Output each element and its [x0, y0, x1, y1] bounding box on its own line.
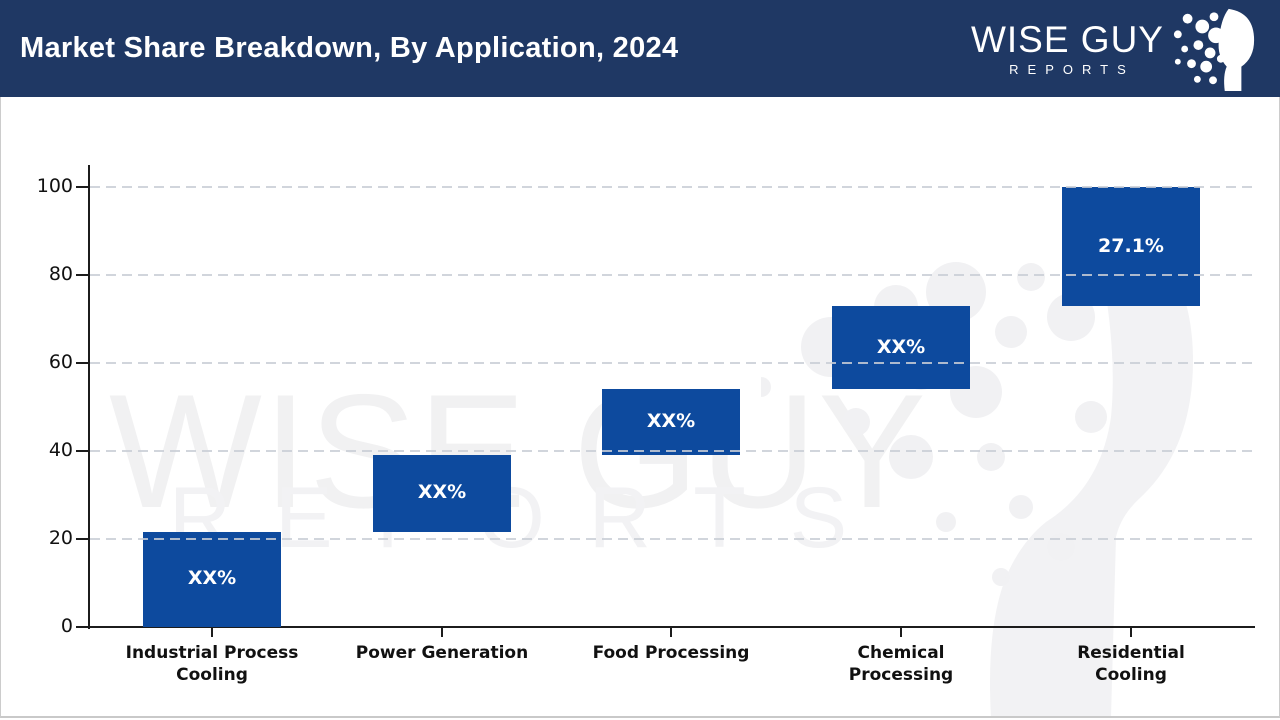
bar-power-generation [373, 454, 511, 532]
y-tick-label: 0 [60, 615, 73, 637]
gridline-80 [90, 274, 1255, 276]
gridline-20 [90, 538, 1255, 540]
bar-value-label-industrial-process-cooling: XX% [187, 567, 237, 590]
x-tick-mark [670, 628, 672, 637]
bar-value-label-chemical-processing: XX% [876, 335, 926, 358]
x-tick-label-chemical-processing: Chemical Processing [848, 643, 954, 686]
chart-area: WISE GUY REPORTS 0 20 40 60 80 100 XX% Industri… [0, 97, 1280, 718]
bar-value-label-power-generation: XX% [417, 481, 467, 504]
y-axis [88, 165, 90, 629]
x-tick-mark [441, 628, 443, 637]
bar-residential-cooling [1062, 187, 1200, 307]
y-tick-label: 100 [36, 175, 73, 197]
bar-industrial-process-cooling [143, 531, 281, 627]
y-tick-label: 40 [48, 439, 73, 461]
bar-food-processing [602, 388, 740, 455]
logo-text: WISE GUY REPORTS [971, 21, 1164, 76]
gridline-100 [90, 186, 1255, 188]
y-tick-mark [76, 538, 88, 540]
page-title: Market Share Breakdown, By Application, … [20, 32, 679, 64]
gridline-40 [90, 450, 1255, 452]
logo-wordmark: WISE GUY [970, 19, 1164, 60]
x-tick-label-food-processing: Food Processing [592, 643, 750, 663]
logo-face-icon [1173, 8, 1255, 91]
x-tick-label-residential-cooling: Residential Cooling [1077, 643, 1185, 686]
y-tick-label: 60 [48, 351, 73, 373]
x-tick-label-power-generation: Power Generation [355, 643, 529, 663]
y-tick-label: 20 [48, 527, 73, 549]
y-tick-mark [76, 626, 88, 628]
wiseguy-logo: WISE GUY REPORTS [971, 5, 1258, 93]
y-tick-mark [76, 450, 88, 452]
bar-value-label-food-processing: XX% [646, 409, 696, 432]
x-tick-mark [1130, 628, 1132, 637]
logo-subtext: REPORTS [1009, 62, 1135, 77]
y-tick-mark [76, 186, 88, 188]
y-tick-label: 80 [48, 263, 73, 285]
y-tick-mark [76, 362, 88, 364]
bar-chemical-processing [832, 306, 970, 389]
y-tick-mark [76, 274, 88, 276]
x-tick-mark [211, 628, 213, 637]
header-bar: Market Share Breakdown, By Application, … [0, 0, 1280, 97]
x-axis [88, 626, 1255, 628]
x-tick-mark [900, 628, 902, 637]
x-tick-label-industrial-process-cooling: Industrial Process Cooling [125, 643, 299, 686]
gridline-60 [90, 362, 1255, 364]
bar-value-label-residential-cooling: 27.1% [1098, 234, 1164, 257]
